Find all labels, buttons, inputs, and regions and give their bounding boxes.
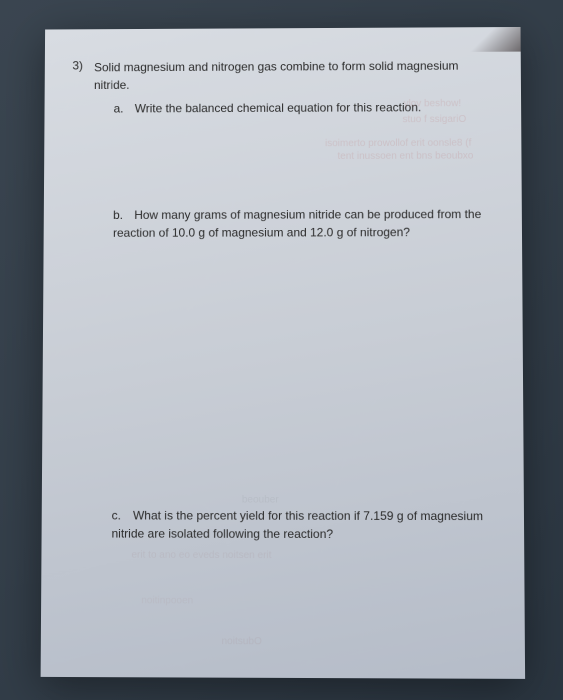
part-c-text: What is the percent yield for this react… (111, 508, 483, 541)
part-c-label: c. (111, 506, 129, 524)
part-b-text: How many grams of magnesium nitride can … (112, 207, 480, 240)
bleed-through-text: ylov beshow! (403, 98, 461, 109)
question-main-text: Solid magnesium and nitrogen gas combine… (93, 57, 485, 94)
part-b: b. How many grams of magnesium nitride c… (112, 205, 486, 242)
part-a-label: a. (113, 100, 131, 118)
part-c: c. What is the percent yield for this re… (111, 506, 488, 543)
worksheet-page: 3) Solid magnesium and nitrogen gas comb… (40, 27, 525, 679)
bleed-through-text: isoimerto prowollof erit oonsle8 (f (325, 138, 471, 149)
part-b-label: b. (113, 206, 131, 224)
bleed-through-text: noitsubO (221, 636, 261, 647)
part-a-text: Write the balanced chemical equation for… (134, 100, 421, 115)
bleed-through-text: erit to ano eo eveds noitsen erit (131, 550, 271, 561)
bleed-through-text: beouber (241, 494, 278, 505)
bleed-through-text: noitinpooen (141, 595, 193, 606)
question-number: 3) (72, 59, 83, 73)
corner-shadow (460, 27, 520, 52)
bleed-through-text: stuo f ssigariO (402, 114, 466, 125)
bleed-through-text: tent inussoen ent bns beoubxo (337, 151, 473, 162)
